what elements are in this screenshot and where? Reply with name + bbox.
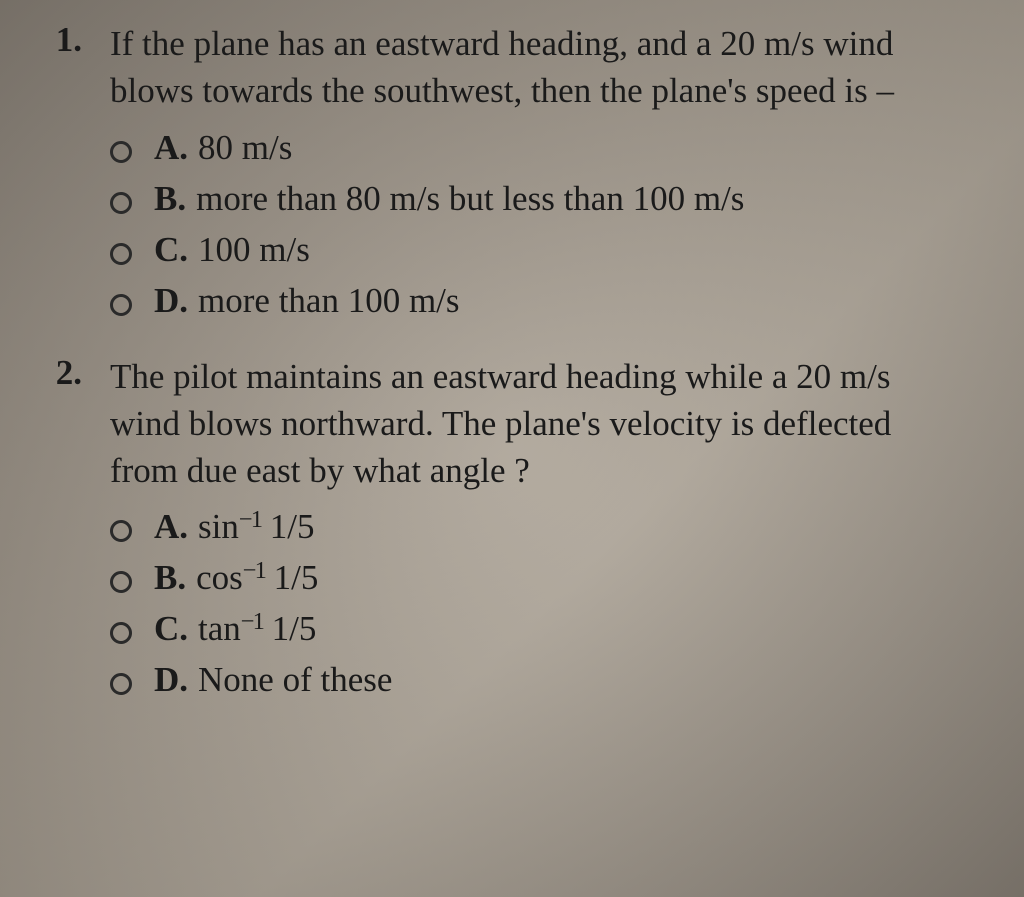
option-text: more than 80 m/s but less than 100 m/s [196,174,984,223]
question-row: 1. If the plane has an eastward heading,… [40,20,984,115]
option-letter: C. [154,225,188,274]
radio-icon[interactable] [110,192,132,214]
question-row: 2. The pilot maintains an eastward headi… [40,353,984,495]
question-2: 2. The pilot maintains an eastward headi… [40,353,984,705]
radio-icon[interactable] [110,243,132,265]
option-letter: A. [154,502,188,551]
option-c: C. tan−1 1/5 [110,604,984,653]
question-number: 2. [40,353,110,393]
option-text: tan−1 1/5 [198,604,984,653]
radio-icon[interactable] [110,673,132,695]
radio-icon[interactable] [110,520,132,542]
options-list: A. sin−1 1/5 B. cos−1 1/5 C. tan−1 1/5 D… [110,502,984,704]
option-letter: B. [154,553,186,602]
option-text: 80 m/s [198,123,984,172]
option-letter: D. [154,276,188,325]
option-letter: B. [154,174,186,223]
option-c: C. 100 m/s [110,225,984,274]
question-text: If the plane has an eastward heading, an… [110,20,984,115]
option-text: 100 m/s [198,225,984,274]
option-letter: C. [154,604,188,653]
option-text: sin−1 1/5 [198,502,984,551]
page-content: 1. If the plane has an eastward heading,… [40,20,984,704]
option-a: A. sin−1 1/5 [110,502,984,551]
question-1: 1. If the plane has an eastward heading,… [40,20,984,325]
option-text: None of these [198,655,984,704]
question-text: The pilot maintains an eastward heading … [110,353,984,495]
option-text: cos−1 1/5 [196,553,984,602]
option-b: B. more than 80 m/s but less than 100 m/… [110,174,984,223]
radio-icon[interactable] [110,141,132,163]
option-letter: A. [154,123,188,172]
question-number: 1. [40,20,110,60]
option-letter: D. [154,655,188,704]
radio-icon[interactable] [110,622,132,644]
option-d: D. more than 100 m/s [110,276,984,325]
radio-icon[interactable] [110,294,132,316]
option-d: D. None of these [110,655,984,704]
options-list: A. 80 m/s B. more than 80 m/s but less t… [110,123,984,325]
option-b: B. cos−1 1/5 [110,553,984,602]
radio-icon[interactable] [110,571,132,593]
option-a: A. 80 m/s [110,123,984,172]
option-text: more than 100 m/s [198,276,984,325]
